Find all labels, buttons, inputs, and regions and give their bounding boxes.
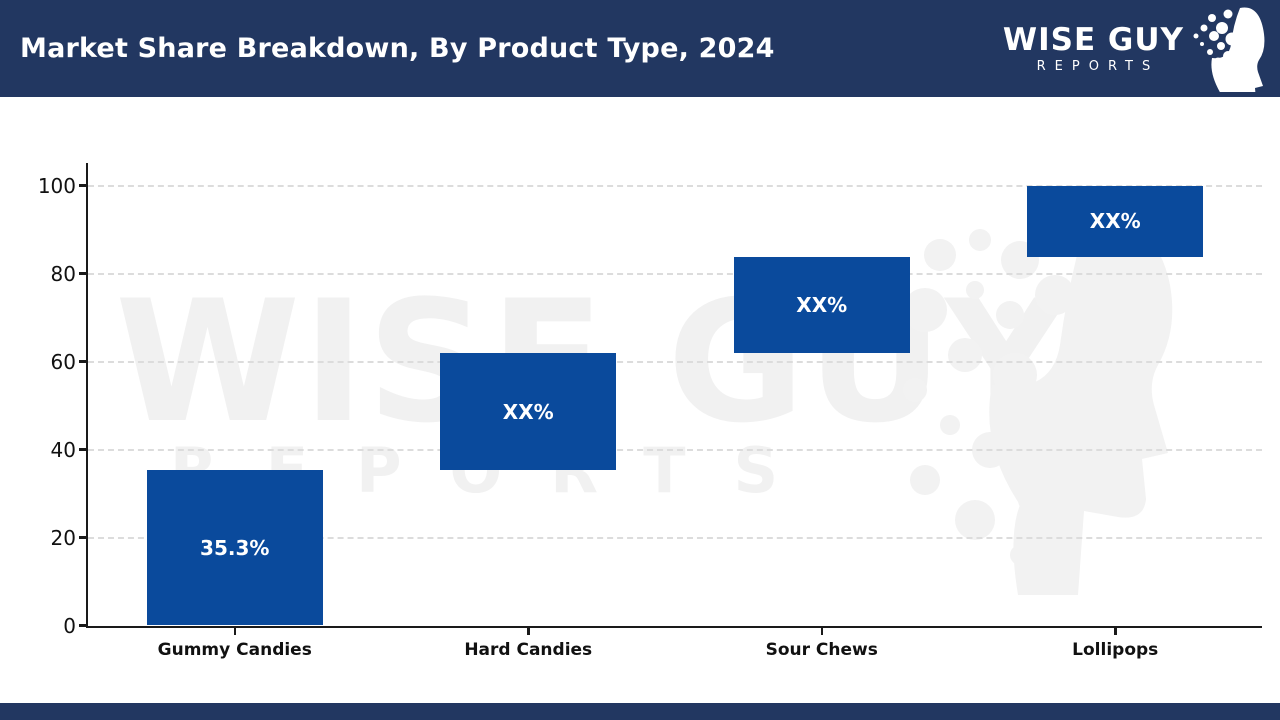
bar-lollipops: XX% [1027, 185, 1204, 257]
x-tick-label: Gummy Candies [157, 639, 312, 660]
y-axis-line [85, 163, 88, 628]
page-title: Market Share Breakdown, By Product Type,… [20, 33, 775, 64]
x-tick-2 [527, 625, 530, 635]
bar-value-label: XX% [1089, 209, 1141, 234]
y-tick-label: 80 [50, 261, 76, 286]
y-tick-80 [79, 272, 88, 275]
x-tick-label: Sour Chews [765, 639, 878, 660]
y-tick-40 [79, 448, 88, 451]
y-tick-label: 100 [37, 173, 76, 198]
bar-value-label: 35.3% [200, 535, 270, 560]
bar-value-label: XX% [796, 292, 848, 317]
gridline-20 [88, 536, 1262, 539]
x-tick-1 [233, 625, 236, 635]
y-tick-label: 40 [50, 437, 76, 462]
y-tick-60 [79, 360, 88, 363]
y-tick-label: 60 [50, 349, 76, 374]
footer-bar [0, 703, 1280, 720]
gridline-100 [88, 184, 1262, 187]
brand-logo: WISE GUY REPORTS [1003, 6, 1280, 92]
brand-face-icon [1193, 7, 1265, 92]
gridline-60 [88, 360, 1262, 363]
brand-subname: REPORTS [1036, 58, 1160, 74]
bar-gummy-candies: 35.3% [146, 470, 323, 626]
plot-area: 0 20 40 60 80 100 35.3% Gummy Candies XX% Hard Ca… [0, 97, 1280, 720]
brand-logo-text: WISE GUY REPORTS [1002, 21, 1184, 74]
y-tick-0 [79, 624, 88, 627]
gridline-40 [88, 448, 1262, 451]
brand-name: WISE GUY [1002, 21, 1184, 58]
bar-hard-candies: XX% [440, 353, 617, 471]
y-tick-20 [79, 536, 88, 539]
x-tick-label: Hard Candies [464, 639, 593, 660]
y-tick-label: 0 [63, 613, 76, 638]
gridline-80 [88, 272, 1262, 275]
y-tick-100 [79, 184, 88, 187]
header-bar: Market Share Breakdown, By Product Type,… [0, 0, 1280, 97]
x-axis-line [85, 625, 1262, 628]
bar-sour-chews: XX% [733, 256, 910, 354]
x-tick-label: Lollipops [1072, 639, 1159, 660]
y-tick-label: 20 [50, 525, 76, 550]
x-tick-4 [1114, 625, 1117, 635]
bar-value-label: XX% [502, 399, 554, 424]
x-tick-3 [820, 625, 823, 635]
